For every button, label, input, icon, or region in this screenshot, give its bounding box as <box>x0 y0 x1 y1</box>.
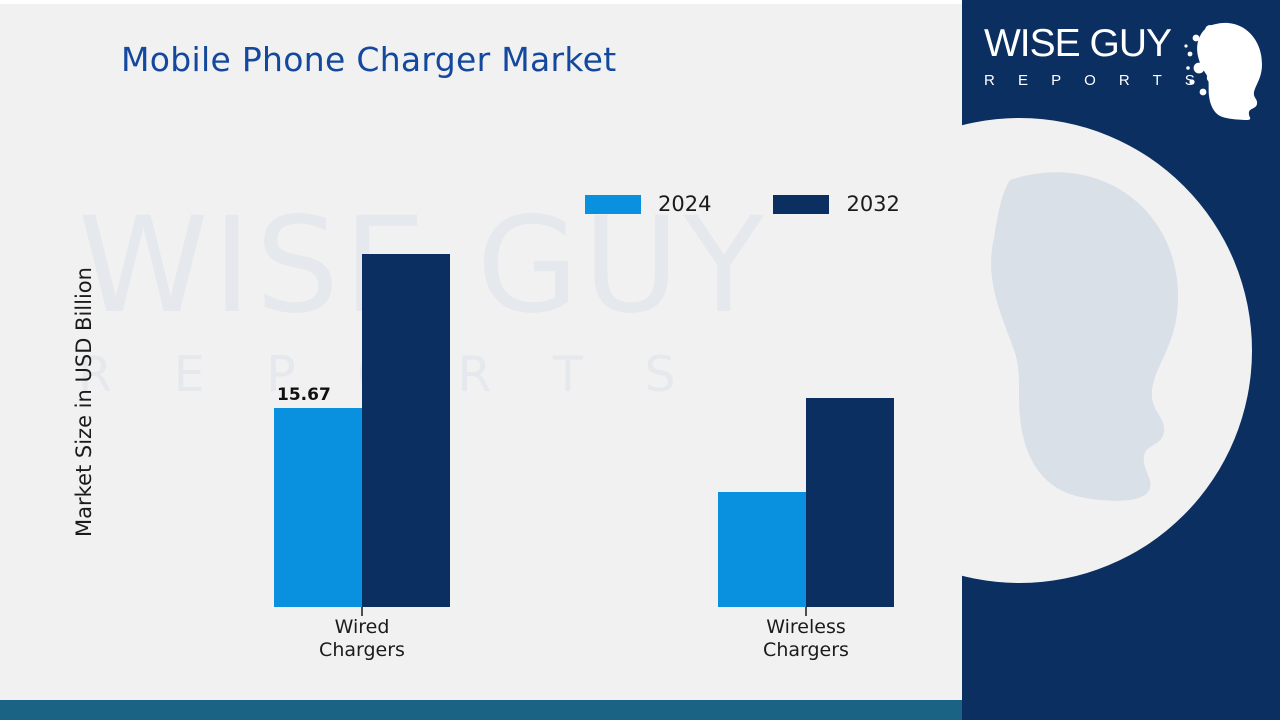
bar-2032-wireless-chargers[interactable] <box>806 398 894 607</box>
x-axis-tick <box>805 607 807 616</box>
legend-swatch-2032 <box>773 195 830 214</box>
head-profile-icon <box>1184 22 1262 120</box>
category-label-line: Chargers <box>763 638 849 661</box>
logo-secondary-text: R E P O R T S <box>984 72 1205 89</box>
head-profile-watermark-icon <box>991 172 1179 501</box>
top-white-strip <box>0 0 1280 4</box>
bar-2024-wired-chargers[interactable] <box>274 408 362 607</box>
legend-label-2032: 2032 <box>846 192 900 216</box>
bar-2032-wired-chargers[interactable] <box>362 254 450 607</box>
bar-2024-wireless-chargers[interactable] <box>718 492 806 607</box>
logo-primary-text: WISE GUY <box>984 22 1172 65</box>
x-axis-category-label: Wired Chargers <box>252 616 472 662</box>
brand-panel: WISE GUY R E P O R T S <box>962 0 1280 720</box>
logo[interactable]: WISE GUY R E P O R T S <box>984 22 1264 120</box>
x-axis-tick <box>361 607 363 616</box>
category-label-line: Wireless <box>766 616 846 638</box>
chart-legend: 2024 2032 <box>585 194 900 215</box>
plot-area: 15.67 Wired Chargers Wireless Chargers <box>252 254 916 662</box>
category-label-line: Wired <box>334 616 390 638</box>
legend-item-2024[interactable]: 2024 <box>585 194 711 215</box>
x-axis-category-label: Wireless Chargers <box>696 616 916 662</box>
bottom-accent-strip <box>0 700 962 720</box>
bar-value-label: 15.67 <box>277 385 331 406</box>
category-label-line: Chargers <box>319 638 405 661</box>
legend-swatch-2024 <box>585 195 641 214</box>
page-title: Mobile Phone Charger Market <box>121 40 617 79</box>
legend-item-2032[interactable]: 2032 <box>773 192 900 216</box>
legend-label-2024: 2024 <box>658 192 712 216</box>
